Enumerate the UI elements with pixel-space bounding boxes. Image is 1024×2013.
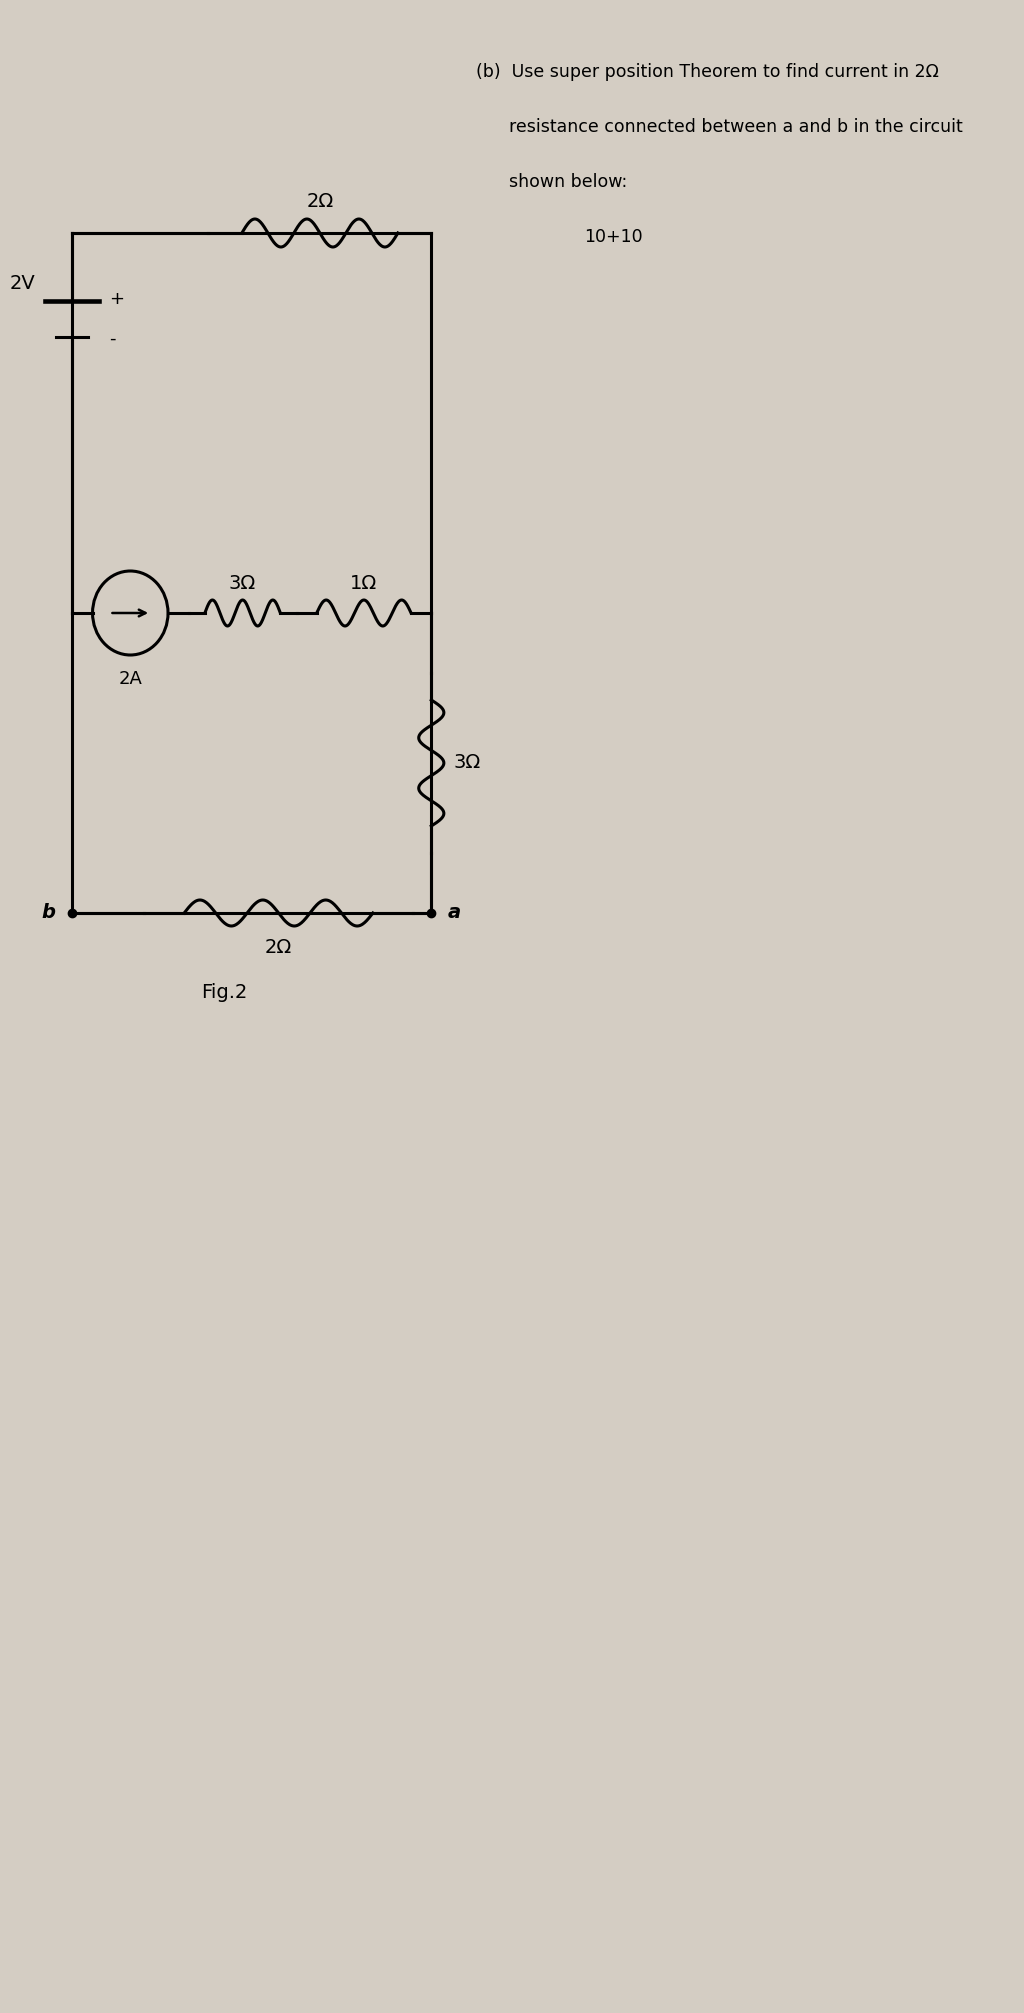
Text: +: +: [110, 290, 125, 308]
Text: 3Ω: 3Ω: [454, 753, 481, 773]
Text: 2V: 2V: [9, 274, 36, 294]
Text: 2Ω: 2Ω: [306, 191, 334, 211]
Text: 10+10: 10+10: [584, 227, 643, 246]
Text: shown below:: shown below:: [476, 173, 628, 191]
Text: b: b: [42, 904, 55, 922]
Text: Fig.2: Fig.2: [202, 982, 248, 1002]
Text: -: -: [110, 330, 116, 348]
Text: (b)  Use super position Theorem to find current in 2Ω: (b) Use super position Theorem to find c…: [476, 62, 939, 81]
Text: 1Ω: 1Ω: [350, 574, 378, 594]
Text: 2Ω: 2Ω: [265, 938, 292, 956]
Text: a: a: [447, 904, 461, 922]
Text: resistance connected between a and b in the circuit: resistance connected between a and b in …: [476, 119, 963, 137]
Text: 2A: 2A: [119, 670, 142, 688]
Text: 3Ω: 3Ω: [229, 574, 256, 594]
